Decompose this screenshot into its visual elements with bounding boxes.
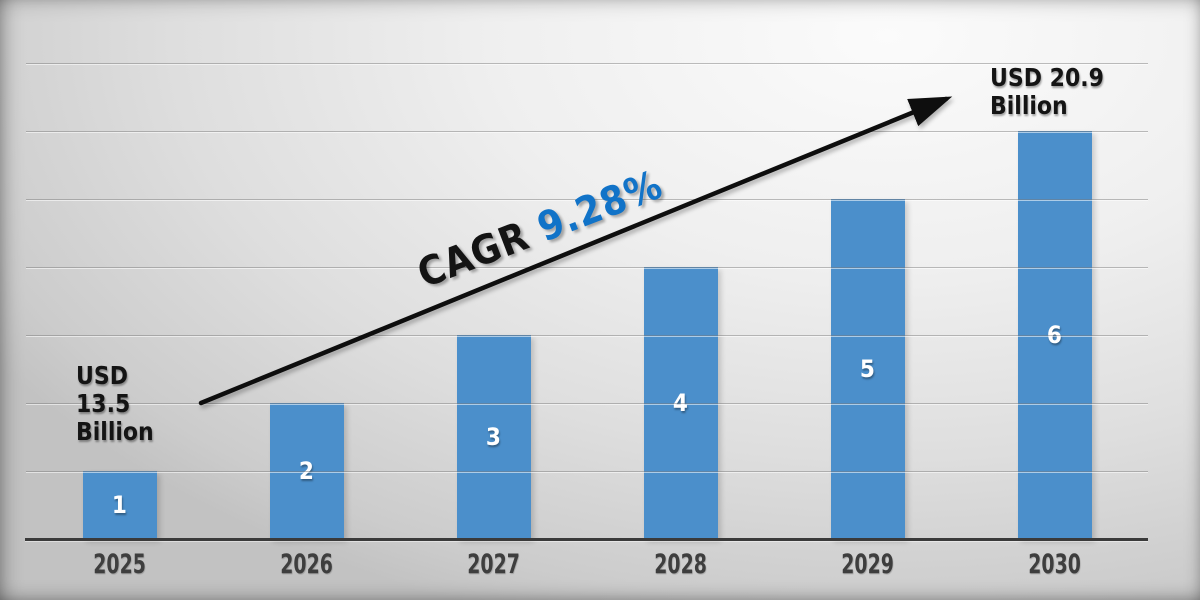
gridline-1 — [26, 471, 1148, 472]
x-axis-label-2029: 2029 — [808, 549, 928, 580]
bar-2029: 5 — [830, 199, 905, 539]
x-axis-label-text: 2028 — [654, 549, 707, 580]
cagr-value: 9.28% — [531, 161, 669, 252]
bar-value-label-2027: 3 — [485, 423, 502, 451]
cagr-label: CAGR — [411, 208, 549, 298]
start-value-line-3: Billion — [76, 417, 154, 446]
x-axis-label-2027: 2027 — [434, 549, 554, 580]
x-axis-label-text: 2025 — [93, 549, 146, 580]
x-axis-label-text: 2029 — [841, 549, 894, 580]
gridline-4 — [26, 267, 1148, 268]
bar-2027: 3 — [456, 335, 531, 539]
x-axis-label-text: 2026 — [280, 549, 333, 580]
gridline-3 — [26, 335, 1148, 336]
bar-value-label-2030: 6 — [1046, 321, 1063, 349]
start-value-label: USD 13.5 Billion — [76, 362, 164, 446]
x-axis-label-2026: 2026 — [247, 549, 367, 580]
x-axis-label-2028: 2028 — [621, 549, 741, 580]
bar-2025: 1 — [82, 471, 157, 539]
bar-2030: 6 — [1017, 131, 1092, 539]
bar-value-label-2025: 1 — [111, 491, 128, 519]
gridline-7 — [26, 63, 1148, 64]
start-value-line-1: USD — [76, 361, 128, 390]
x-axis-label-text: 2027 — [467, 549, 520, 580]
bar-2026: 2 — [269, 403, 344, 539]
end-value-line-1: USD 20.9 — [990, 63, 1104, 92]
x-axis-label-2030: 2030 — [995, 549, 1115, 580]
x-axis-line — [25, 538, 1148, 541]
gridline-2 — [26, 403, 1148, 404]
gridline-6 — [26, 131, 1148, 132]
bar-value-label-2029: 5 — [859, 355, 876, 383]
end-value-label: USD 20.9 Billion — [990, 64, 1119, 120]
bar-value-label-2026: 2 — [298, 457, 315, 485]
end-value-line-2: Billion — [990, 91, 1068, 120]
start-value-line-2: 13.5 — [76, 389, 131, 418]
x-axis-label-2025: 2025 — [60, 549, 180, 580]
x-axis-label-text: 2030 — [1028, 549, 1081, 580]
cagr-annotation: CAGR 9.28% — [411, 162, 668, 298]
